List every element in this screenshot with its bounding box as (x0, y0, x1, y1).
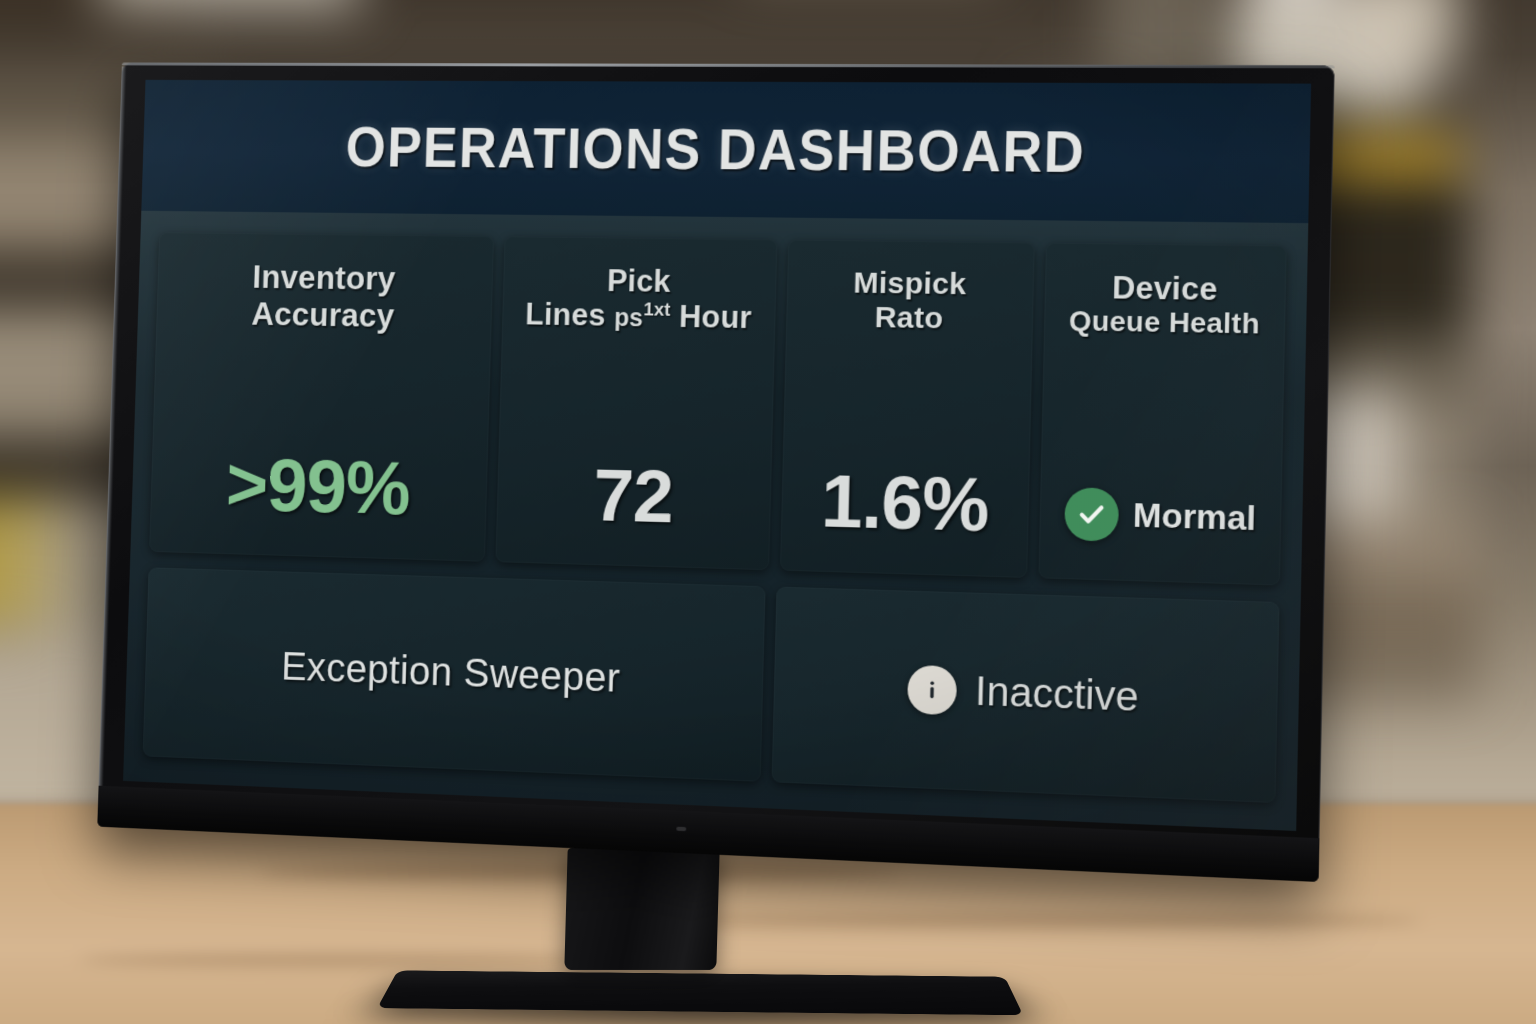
monitor-stand-neck (564, 848, 720, 970)
kpi-label-line2: Accuracy (250, 295, 395, 334)
kpi-label-inventory-accuracy: Inventory Accuracy (251, 259, 396, 335)
kpi-card-device-queue-health[interactable]: Device Queue Health Mormal (1038, 242, 1287, 586)
monitor-screen: OPERATIONS DASHBOARD Inventory Accuracy … (123, 79, 1312, 831)
monitor-stand-base (377, 970, 1024, 1016)
kpi-label-line2: Queue Health (1068, 305, 1261, 340)
kpi-label-part-hour: Hour (669, 299, 753, 336)
dashboard-app: OPERATIONS DASHBOARD Inventory Accuracy … (123, 79, 1312, 831)
sweeper-status-text: Inacctive (974, 668, 1140, 720)
panel-sweeper-status[interactable]: Inacctive (771, 586, 1280, 804)
kpi-label-pick-lines-per-hour: Pick Lines ps1xt Hour (525, 262, 753, 336)
kpi-label-mispick-ratio: Mispick Rato (852, 266, 967, 337)
exception-sweeper-label: Exception Sweeper (280, 644, 621, 701)
kpi-label-line1: Mispick (852, 266, 967, 302)
kpi-value-inventory-accuracy: >99% (224, 442, 411, 531)
kpi-label-part-lines: Lines (524, 297, 615, 334)
kpi-card-inventory-accuracy[interactable]: Inventory Accuracy >99% (149, 232, 495, 562)
device-queue-status-text: Mormal (1132, 496, 1257, 538)
kpi-label-line2: Lines ps1xt Hour (525, 297, 752, 336)
kpi-label-line1: Inventory (252, 258, 397, 297)
kpi-label-line1: Device (1111, 269, 1218, 308)
dashboard-board: Inventory Accuracy >99% Pick Lines ps1xt… (123, 210, 1309, 831)
kpi-label-part-superscript: 1xt (643, 299, 671, 321)
kpi-label-line2: Rato (874, 301, 944, 336)
kpi-card-mispick-ratio[interactable]: Mispick Rato 1.6% (779, 239, 1035, 578)
kpi-label-line1: Pick (606, 263, 672, 299)
check-circle-icon (1063, 487, 1120, 542)
kpi-card-pick-lines-per-hour[interactable]: Pick Lines ps1xt Hour 72 (495, 236, 778, 571)
kpi-row-top: Inventory Accuracy >99% Pick Lines ps1xt… (149, 232, 1287, 586)
info-circle-icon (907, 664, 958, 716)
panel-row-bottom: Exception Sweeper Inacctive (142, 567, 1280, 804)
kpi-value-mispick-ratio: 1.6% (820, 458, 990, 548)
monitor: OPERATIONS DASHBOARD Inventory Accuracy … (97, 62, 1335, 883)
panel-exception-sweeper[interactable]: Exception Sweeper (142, 567, 766, 782)
page-title: OPERATIONS DASHBOARD (344, 115, 1086, 185)
kpi-value-pick-lines-per-hour: 72 (592, 453, 674, 539)
kpi-label-device-queue-health: Device Queue Health (1069, 269, 1261, 341)
kpi-label-part-ps: ps (613, 304, 644, 333)
device-queue-status-row: Mormal (1063, 487, 1257, 545)
dashboard-header: OPERATIONS DASHBOARD (141, 79, 1312, 224)
